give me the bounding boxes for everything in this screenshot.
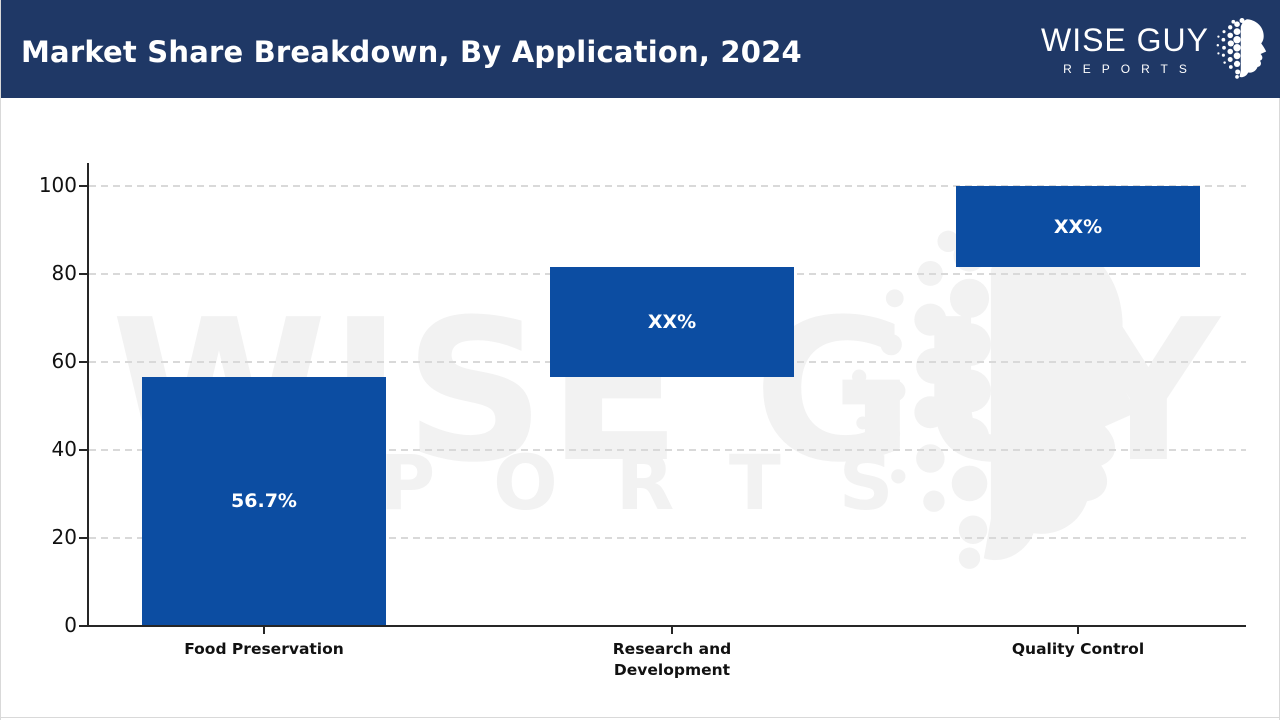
y-axis-line	[87, 163, 89, 626]
bar-value-label: XX%	[647, 310, 697, 333]
bar-value-label: 56.7%	[231, 490, 297, 513]
y-axis-tick	[79, 625, 87, 627]
x-axis-line	[87, 625, 1246, 627]
logo-text: WISE GUY REPORTS	[1041, 22, 1209, 76]
gridline-20	[89, 537, 1246, 539]
y-axis-tick-label: 80	[51, 261, 77, 285]
x-axis-label: Food Preservation	[184, 640, 344, 658]
y-axis-tick	[79, 361, 87, 363]
logo-subtext: REPORTS	[1063, 62, 1198, 76]
gridline-100	[89, 185, 1246, 187]
y-axis-tick-label: 40	[51, 437, 77, 461]
y-axis-tick	[79, 273, 87, 275]
x-axis-label: Quality Control	[1011, 640, 1145, 658]
gridline-40	[89, 449, 1246, 451]
header-banner: Market Share Breakdown, By Application, …	[1, 0, 1280, 98]
wiseguy-logo: WISE GUY REPORTS	[1041, 5, 1273, 93]
logo-wordmark: WISE GUY	[1040, 22, 1209, 58]
y-axis-tick-label: 0	[64, 613, 77, 637]
bar-research-and-development: XX%	[550, 267, 794, 377]
bar-quality-control: XX%	[956, 186, 1200, 268]
bar-food-preservation: 56.7%	[142, 376, 386, 626]
bottom-divider	[1, 717, 1280, 718]
y-axis-tick	[79, 537, 87, 539]
page-title: Market Share Breakdown, By Application, …	[21, 35, 802, 69]
y-axis-tick-label: 20	[51, 525, 77, 549]
y-axis-tick	[79, 185, 87, 187]
y-axis-tick-label: 100	[38, 173, 77, 197]
x-axis-tick	[263, 627, 265, 634]
logo-face-icon	[1211, 6, 1273, 92]
y-axis-tick-label: 60	[51, 349, 77, 373]
x-axis-tick	[671, 627, 673, 634]
x-axis-label: Research and Development	[612, 640, 732, 679]
y-axis-tick	[79, 449, 87, 451]
bar-value-label: XX%	[1053, 215, 1103, 238]
x-axis-tick	[1077, 627, 1079, 634]
